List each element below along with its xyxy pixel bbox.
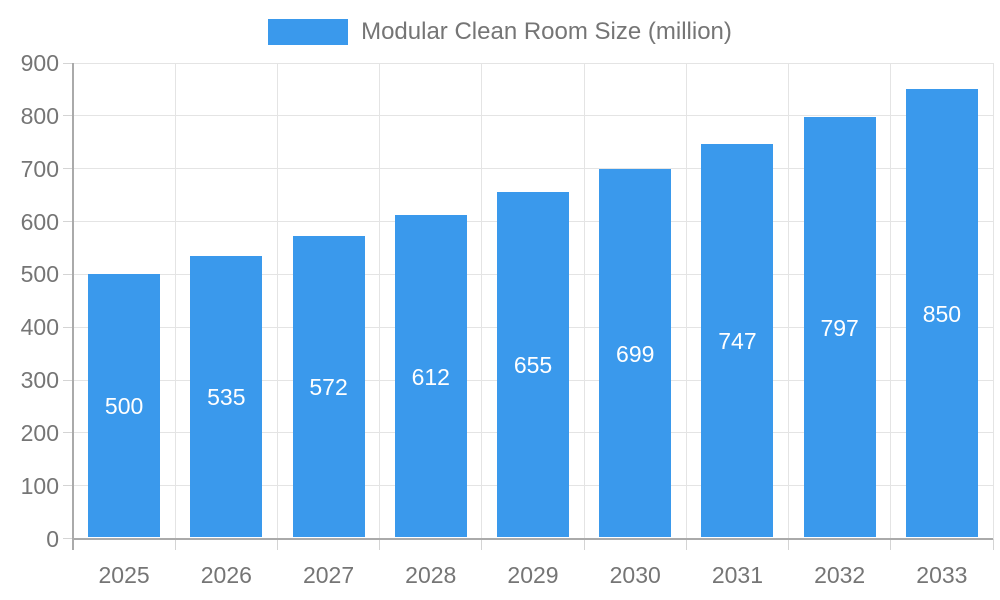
y-axis-tick [63, 273, 73, 275]
bar[interactable] [803, 117, 876, 538]
gridline-vertical [685, 63, 687, 539]
gridline-vertical [481, 63, 483, 539]
bar[interactable] [599, 169, 672, 538]
x-axis-label: 2027 [302, 562, 355, 588]
y-axis-tick [63, 485, 73, 487]
x-axis-tick [992, 538, 994, 550]
x-axis-label: 2032 [814, 562, 866, 588]
y-axis-label: 200 [20, 419, 59, 446]
gridline-vertical [788, 63, 790, 539]
legend-title: Modular Clean Room Size (million) [361, 18, 732, 45]
x-axis-tick [379, 538, 381, 550]
bar-value-label: 797 [820, 314, 859, 341]
x-axis-label: 2028 [405, 562, 457, 588]
y-axis-label: 100 [20, 472, 59, 499]
y-axis-line [72, 63, 74, 550]
x-axis-tick [174, 538, 176, 550]
y-axis-tick [63, 168, 73, 170]
gridline-vertical [992, 63, 994, 539]
y-axis-tick [63, 379, 73, 381]
bar-value-label: 747 [718, 328, 757, 355]
gridline-vertical [174, 63, 176, 539]
bar-value-label: 850 [922, 300, 962, 327]
bar-value-label: 655 [513, 352, 553, 379]
bar[interactable] [292, 236, 365, 538]
x-axis-label: 2030 [609, 562, 661, 588]
y-axis-label: 700 [20, 155, 59, 182]
bar-value-label: 500 [104, 393, 144, 420]
bar[interactable] [701, 143, 774, 538]
legend-swatch [268, 19, 349, 45]
y-axis-label: 800 [20, 102, 59, 129]
bar[interactable] [394, 215, 467, 538]
chart-legend[interactable]: Modular Clean Room Size (million) [0, 18, 1000, 46]
bar-value-label: 572 [309, 374, 348, 401]
gridline-vertical [890, 63, 892, 539]
gridline-horizontal [73, 115, 993, 117]
y-axis-tick [63, 432, 73, 434]
x-axis-tick [685, 538, 687, 550]
x-axis-label: 2033 [916, 562, 968, 588]
bar-value-label: 535 [207, 384, 246, 411]
bar-value-label: 612 [411, 363, 450, 390]
x-axis-tick [583, 538, 585, 550]
x-axis-label: 2031 [711, 562, 764, 588]
gridline-vertical [583, 63, 585, 539]
x-axis-tick [481, 538, 483, 550]
y-axis-label: 900 [20, 50, 59, 76]
bar-value-label: 699 [616, 340, 655, 367]
x-axis-label: 2026 [200, 562, 252, 588]
gridline-vertical [276, 63, 278, 539]
x-axis-tick [276, 538, 278, 550]
y-axis-tick [63, 538, 73, 539]
gridline-horizontal [73, 62, 993, 64]
x-axis-line [73, 537, 993, 540]
bar[interactable] [88, 274, 161, 538]
y-axis-tick [63, 221, 73, 222]
bar[interactable] [190, 255, 263, 538]
y-axis-label: 0 [46, 525, 59, 552]
gridline-vertical [379, 63, 381, 539]
y-axis-label: 400 [20, 314, 59, 341]
x-axis-label: 2025 [98, 562, 150, 588]
x-axis-tick [890, 538, 892, 550]
bar[interactable] [905, 89, 978, 538]
y-axis-label: 500 [20, 261, 59, 288]
y-axis-label: 300 [20, 367, 59, 393]
x-axis-tick [788, 538, 790, 550]
y-axis-tick [63, 115, 73, 117]
gridline-horizontal [73, 168, 993, 170]
y-axis-tick [63, 326, 73, 328]
bar[interactable] [497, 192, 569, 538]
y-axis-tick [63, 62, 73, 64]
x-axis-label: 2029 [507, 562, 559, 588]
y-axis-label: 600 [20, 208, 59, 235]
